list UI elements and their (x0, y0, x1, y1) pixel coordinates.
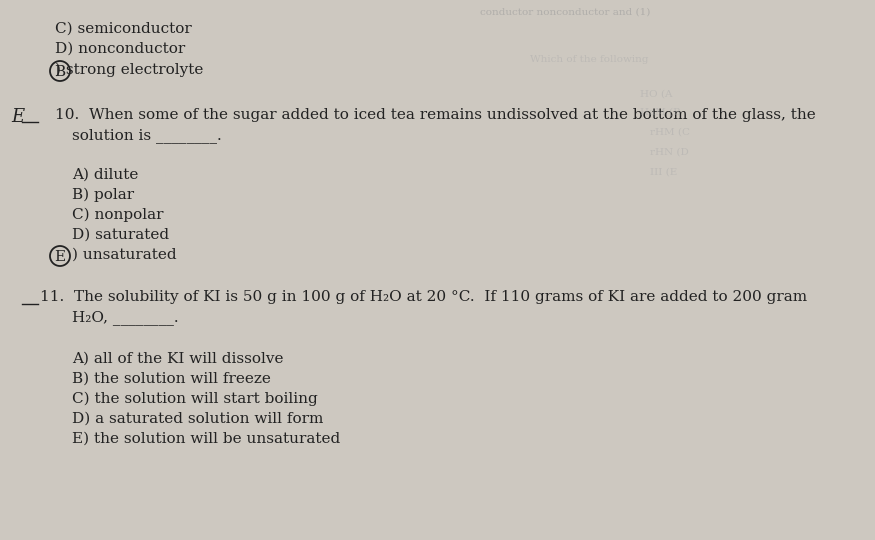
Text: H₂O, ________.: H₂O, ________. (72, 310, 178, 325)
Text: C) nonpolar: C) nonpolar (72, 208, 164, 222)
Text: III (E: III (E (650, 168, 677, 177)
Text: rHN (D: rHN (D (650, 148, 689, 157)
Text: ) unsaturated: ) unsaturated (72, 248, 177, 262)
Text: E) the solution will be unsaturated: E) the solution will be unsaturated (72, 432, 340, 446)
Text: D) saturated: D) saturated (72, 228, 169, 242)
Text: solution is ________.: solution is ________. (72, 128, 221, 143)
Text: A) dilute: A) dilute (72, 168, 138, 182)
Text: B: B (54, 65, 66, 79)
Text: 10.  When some of the sugar added to iced tea remains undissolved at the bottom : 10. When some of the sugar added to iced… (55, 108, 816, 122)
Text: D) a saturated solution will form: D) a saturated solution will form (72, 412, 324, 426)
Text: conductor nonconductor and (1): conductor nonconductor and (1) (480, 8, 650, 17)
Text: C) semiconductor: C) semiconductor (55, 22, 192, 36)
Text: rHM (C: rHM (C (650, 128, 690, 137)
Text: B) polar: B) polar (72, 188, 134, 202)
Text: 11.  The solubility of KI is 50 g in 100 g of H₂O at 20 °C.  If 110 grams of KI : 11. The solubility of KI is 50 g in 100 … (40, 290, 807, 304)
Text: A) all of the KI will dissolve: A) all of the KI will dissolve (72, 352, 284, 366)
Text: Which of the following: Which of the following (530, 55, 648, 64)
Text: D) nonconductor: D) nonconductor (55, 42, 186, 56)
Text: C) the solution will start boiling: C) the solution will start boiling (72, 392, 318, 407)
Text: HaM (B: HaM (B (640, 108, 681, 117)
Text: B) the solution will freeze: B) the solution will freeze (72, 372, 271, 386)
Text: E: E (11, 108, 24, 126)
Text: E: E (54, 250, 66, 264)
Text: ) strong electrolyte: ) strong electrolyte (55, 63, 203, 77)
Text: HO (A: HO (A (640, 90, 673, 99)
